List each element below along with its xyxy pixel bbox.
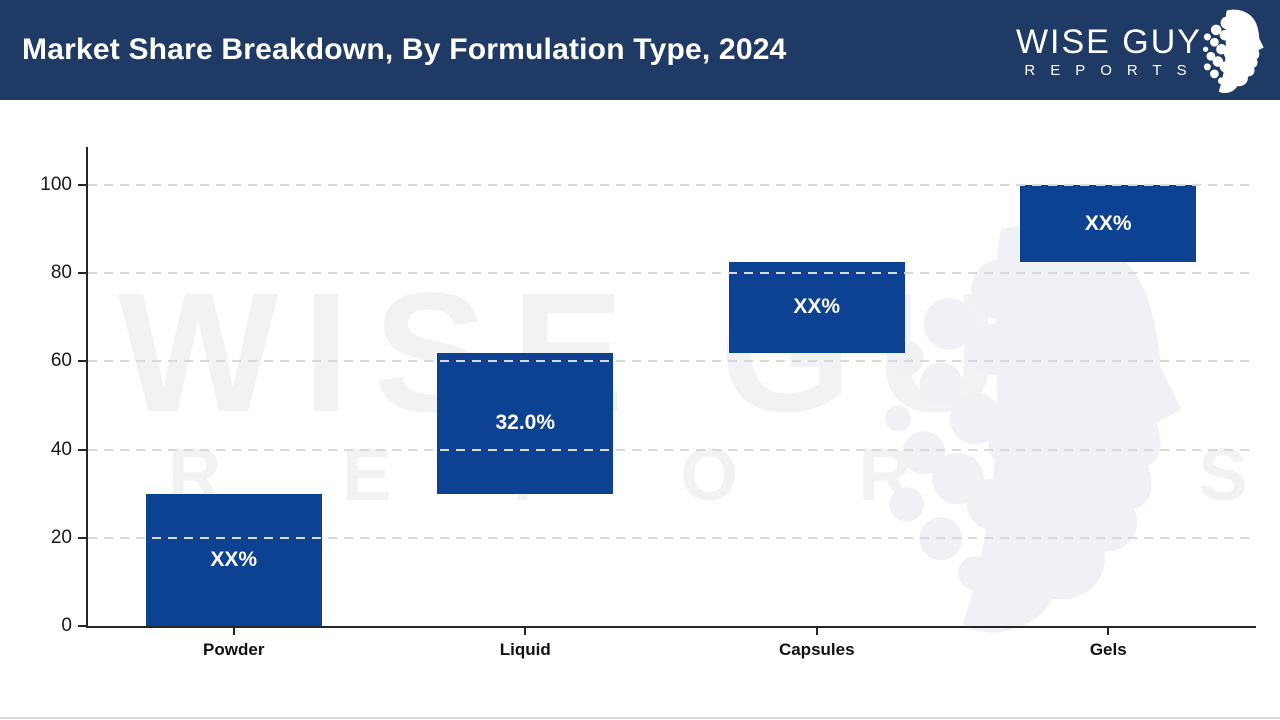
x-tick-gels xyxy=(1107,628,1110,635)
gridline-20 xyxy=(88,536,1254,539)
x-tick-capsules xyxy=(815,628,818,635)
y-tick-0 xyxy=(78,625,86,627)
y-tick-20 xyxy=(78,536,86,539)
bar-value-label-capsules: XX% xyxy=(793,295,841,319)
y-tick-label-100: 100 xyxy=(40,174,72,195)
logo-subtitle: REPORTS xyxy=(1024,61,1202,79)
y-tick-80 xyxy=(78,272,86,275)
y-tick-40 xyxy=(78,448,86,451)
logo-wordmark-block: WISE GUY REPORTS xyxy=(1016,24,1202,79)
y-tick-label-40: 40 xyxy=(50,438,72,460)
bar-value-label-gels: XX% xyxy=(1084,211,1132,235)
y-tick-label-80: 80 xyxy=(50,262,72,284)
chart-title: Market Share Breakdown, By Formulation T… xyxy=(22,33,787,66)
wiseguy-face-icon xyxy=(1196,7,1268,95)
wiseguy-logo: WISE GUY REPORTS xyxy=(1016,6,1268,96)
x-axis-line xyxy=(86,626,1256,628)
bottom-border xyxy=(0,717,1280,719)
gridline-80 xyxy=(88,272,1254,275)
bar-liquid: 32.0% xyxy=(437,352,614,494)
gridline-60 xyxy=(88,360,1254,363)
x-tick-liquid xyxy=(524,628,527,635)
y-tick-label-20: 20 xyxy=(50,526,72,548)
bar-capsules: XX% xyxy=(728,262,905,353)
logo-wordmark: WISE GUY xyxy=(1015,22,1202,61)
y-tick-label-0: 0 xyxy=(61,615,72,636)
bar-value-label-liquid: 32.0% xyxy=(495,411,556,435)
watermark-face-icon xyxy=(862,212,1192,642)
x-category-label-gels: Gels xyxy=(1089,640,1127,659)
y-axis-line xyxy=(86,147,88,628)
x-category-label-liquid: Liquid xyxy=(499,640,551,659)
y-tick-60 xyxy=(78,360,86,363)
bar-value-label-powder: XX% xyxy=(210,547,258,571)
gridline-100 xyxy=(88,184,1254,186)
x-tick-powder xyxy=(232,628,235,635)
bar-powder: XX% xyxy=(145,493,322,626)
x-category-label-powder: Powder xyxy=(203,640,265,659)
header-bar: Market Share Breakdown, By Formulation T… xyxy=(0,0,1280,100)
y-tick-label-60: 60 xyxy=(50,350,72,372)
bar-gels: XX% xyxy=(1020,185,1197,263)
y-tick-100 xyxy=(78,184,86,186)
gridline-40 xyxy=(88,448,1254,451)
x-category-label-capsules: Capsules xyxy=(778,640,855,659)
